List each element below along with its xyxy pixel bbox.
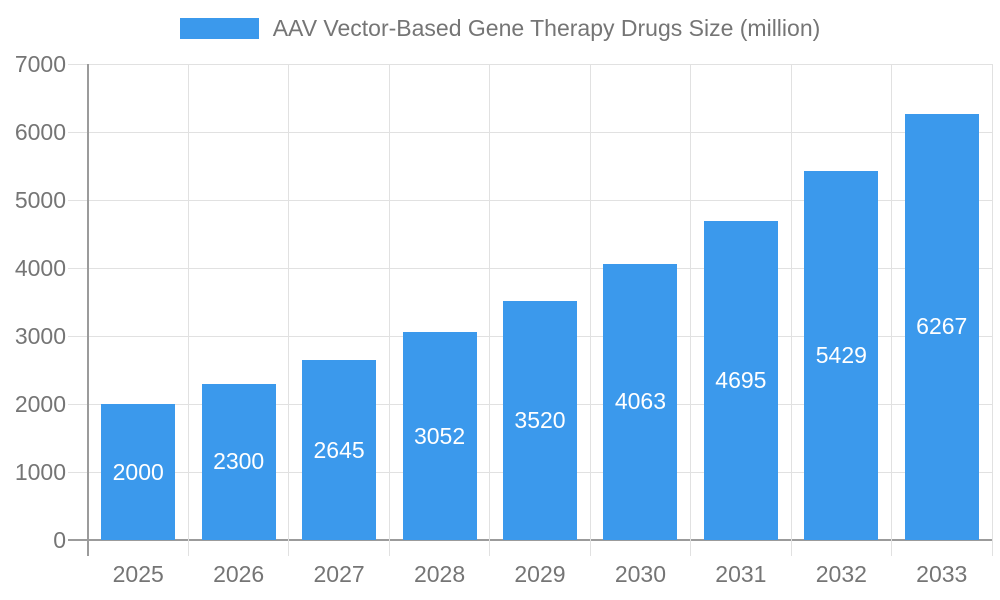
x-axis-tick-label: 2029	[514, 561, 566, 587]
y-axis-tick-label: 4000	[14, 255, 66, 281]
y-axis-tick-label: 2000	[14, 391, 66, 417]
x-axis-tick-label: 2031	[715, 561, 767, 587]
vertical-gridline	[690, 64, 692, 556]
y-axis-tick-label: 0	[53, 527, 66, 553]
vertical-gridline	[991, 64, 993, 556]
bar-2031[interactable]: 4695	[703, 220, 778, 540]
bar-value-label: 6267	[916, 313, 968, 340]
bar-2030[interactable]: 4063	[603, 263, 678, 540]
y-axis-tick-label: 3000	[14, 323, 66, 349]
x-axis-tick-label: 2026	[213, 561, 265, 587]
bar-value-label: 4695	[715, 366, 767, 393]
vertical-gridline	[187, 64, 189, 556]
horizontal-gridline	[68, 199, 992, 201]
x-axis-tick-label: 2027	[313, 561, 365, 587]
y-axis-tick-label: 7000	[14, 51, 66, 77]
legend-label: AAV Vector-Based Gene Therapy Drugs Size…	[272, 15, 821, 41]
bar-2028[interactable]: 3052	[402, 332, 477, 540]
horizontal-gridline	[68, 131, 992, 133]
bar-2033[interactable]: 6267	[904, 113, 979, 540]
bar-value-label: 2300	[213, 448, 265, 475]
chart-legend[interactable]: AAV Vector-Based Gene Therapy Drugs Size…	[0, 14, 1000, 42]
y-axis-line	[87, 64, 89, 556]
x-axis-line	[68, 539, 992, 541]
bar-value-label: 2645	[313, 436, 365, 463]
x-axis-tick-label: 2025	[112, 561, 164, 587]
bar-value-label: 3052	[413, 422, 466, 449]
y-axis-tick-label: 1000	[14, 459, 66, 485]
bar-value-label: 2000	[112, 458, 164, 485]
bar-2026[interactable]: 2300	[201, 383, 276, 540]
bar-2025[interactable]: 2000	[101, 404, 176, 540]
vertical-gridline	[288, 64, 290, 556]
vertical-gridline	[891, 64, 893, 556]
horizontal-gridline	[68, 267, 992, 269]
vertical-gridline	[489, 64, 491, 556]
bar-value-label: 4063	[614, 388, 667, 415]
bar-2032[interactable]: 5429	[804, 170, 879, 540]
x-axis-tick-label: 2030	[614, 561, 667, 587]
x-axis-tick-label: 2032	[815, 561, 867, 587]
vertical-gridline	[388, 64, 390, 556]
bar-value-label: 3520	[514, 406, 566, 433]
vertical-gridline	[790, 64, 792, 556]
vertical-gridline	[589, 64, 591, 556]
x-axis-tick-label: 2033	[916, 561, 968, 587]
bar-2029[interactable]: 3520	[503, 300, 577, 540]
y-axis-tick-label: 5000	[14, 187, 66, 213]
bar-2027[interactable]: 2645	[302, 360, 377, 540]
x-axis-tick-label: 2028	[413, 561, 466, 587]
y-axis-tick-label: 6000	[14, 119, 66, 145]
bar-value-label: 5429	[815, 341, 867, 368]
horizontal-gridline	[68, 63, 992, 65]
legend-swatch	[179, 17, 259, 39]
